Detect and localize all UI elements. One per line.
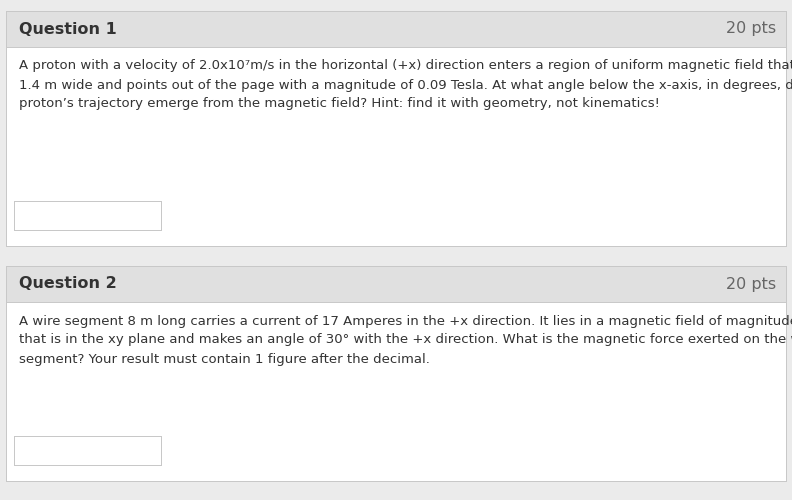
Bar: [14, 201, 161, 230]
Bar: [6, 266, 786, 302]
Text: Question 2: Question 2: [19, 276, 116, 291]
Bar: [6, 11, 786, 246]
Text: A proton with a velocity of 2.0x10⁷m/s in the horizontal (+x) direction enters a: A proton with a velocity of 2.0x10⁷m/s i…: [19, 60, 792, 110]
Bar: [6, 266, 786, 481]
Text: A wire segment 8 m long carries a current of 17 Amperes in the +x direction. It : A wire segment 8 m long carries a curren…: [19, 314, 792, 366]
Bar: [6, 11, 786, 47]
Text: 20 pts: 20 pts: [726, 276, 776, 291]
Text: Question 1: Question 1: [19, 22, 116, 36]
Bar: [14, 436, 161, 465]
Text: 20 pts: 20 pts: [726, 22, 776, 36]
